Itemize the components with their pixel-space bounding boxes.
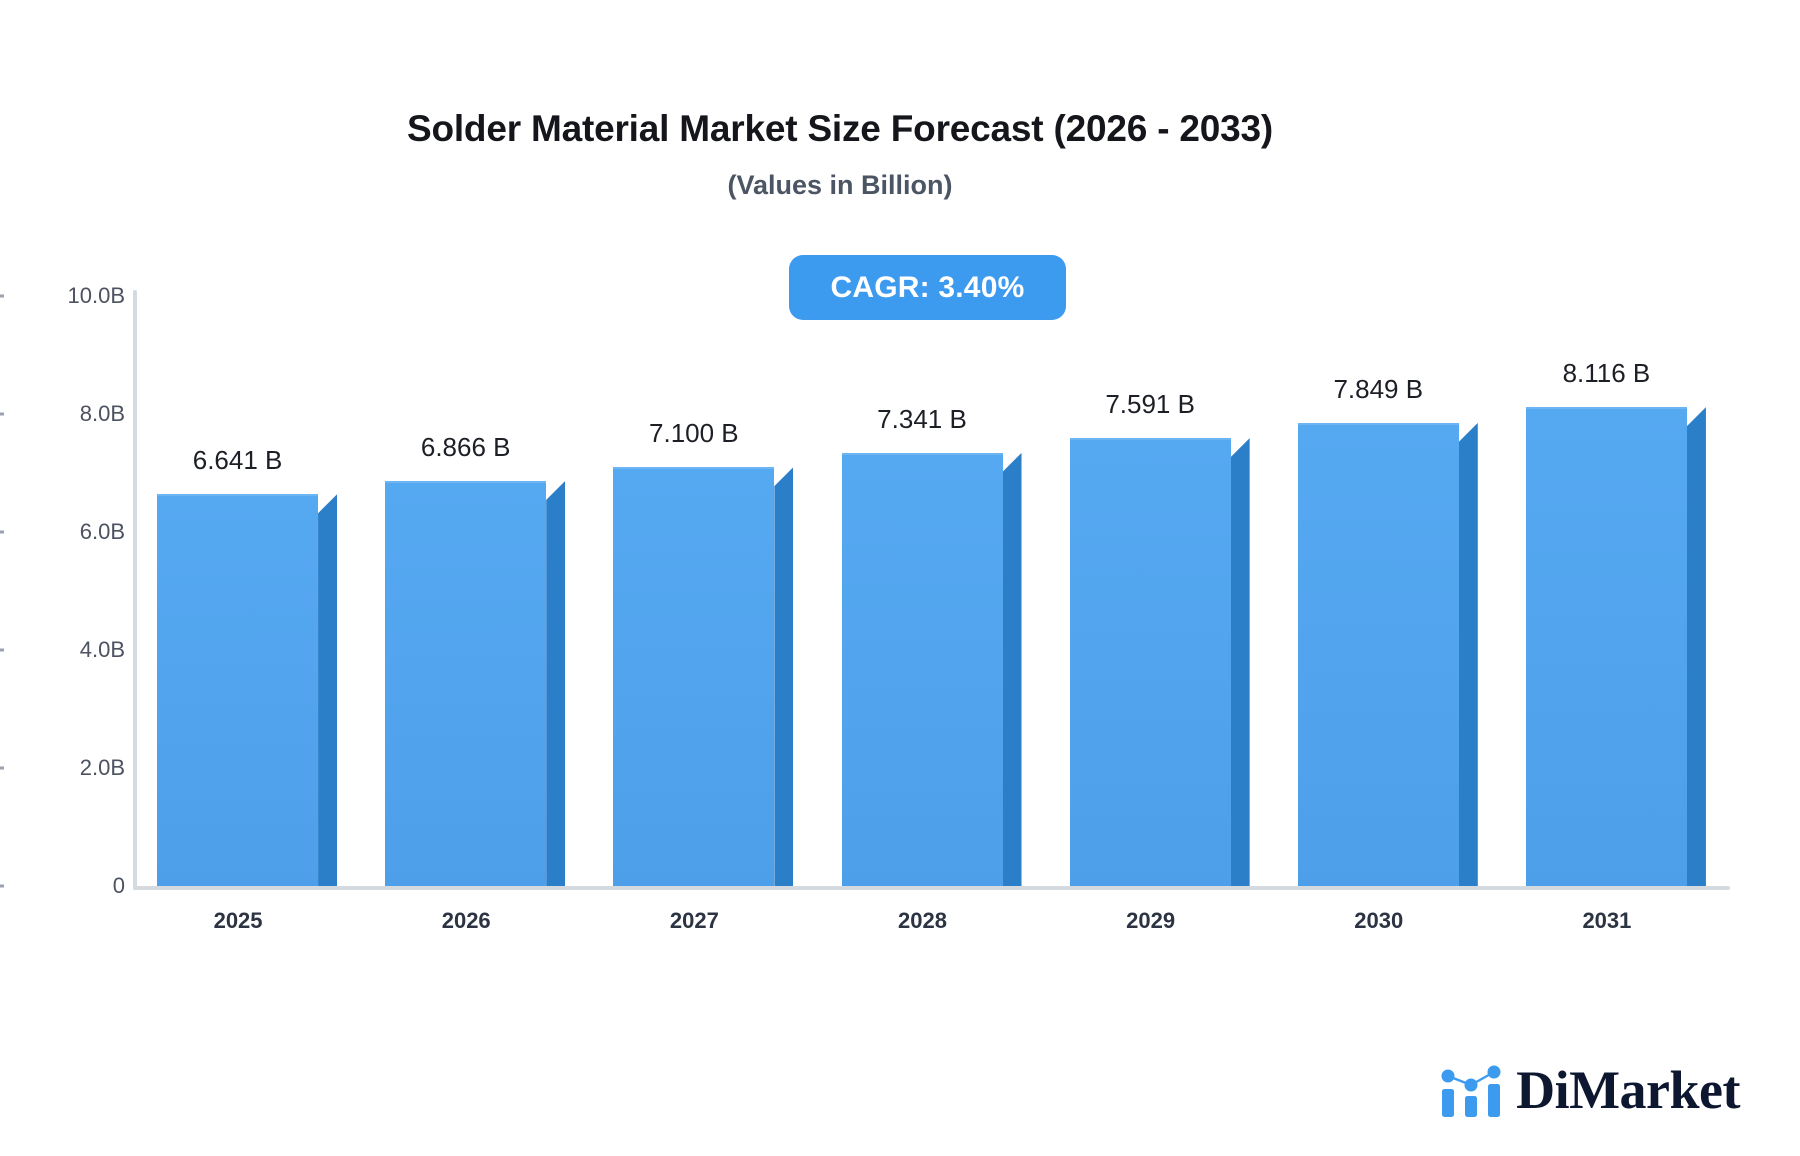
bar-side-face [1002,452,1022,886]
bar-column[interactable]: 7.591 B [1069,290,1250,886]
x-axis-tick-label: 2028 [898,908,947,933]
bar-column[interactable]: 7.849 B [1297,290,1478,886]
x-axis-tick-label: 2029 [1126,908,1176,933]
y-axis-tick-label: 8.0B [0,401,125,427]
bar-side-face [774,467,794,886]
y-axis-line [133,290,137,890]
bar-value-label: 7.341 B [877,403,967,434]
bar-front-face [1525,407,1687,886]
bar-front-face [841,452,1003,886]
y-axis-tick-label: 4.0B [0,637,125,663]
bar-front-face [157,494,319,886]
y-axis-tick-label: 2.0B [0,755,125,781]
bar[interactable] [613,467,794,886]
bar[interactable] [157,494,338,886]
bar-value-label: 7.591 B [1105,389,1195,420]
bar[interactable] [1525,407,1706,886]
y-axis-tick-mark [0,766,4,770]
bar-value-label: 7.100 B [649,418,739,449]
y-axis-tick-mark [0,294,4,298]
bar-value-label: 6.641 B [192,445,283,476]
bar-side-face [546,480,566,886]
bar-front-face [1297,422,1459,886]
bar-column[interactable]: 6.866 B [385,290,566,886]
bar-value-label: 6.866 B [420,431,511,462]
cagr-badge: CAGR: 3.40% [789,255,1066,320]
bar-front-face [1069,438,1231,886]
bar-column[interactable]: 8.116 B [1525,290,1706,886]
bar-front-face [385,480,547,886]
page-title: Solder Material Market Size Forecast (20… [406,108,1274,149]
x-axis-tick-label: 2025 [213,908,263,933]
y-axis-tick-label: 6.0B [0,519,125,545]
bar-value-label: 8.116 B [1562,358,1651,389]
bar[interactable] [1069,438,1250,886]
x-axis-line [133,886,1730,890]
plot-area: 6.641 B 6.866 B 7.100 B 7.341 B 7.591 B 7.849… [133,290,1730,890]
x-axis-tick-label: 2026 [441,908,491,933]
x-axis-tick-label: 2030 [1354,908,1404,933]
bar[interactable] [1297,422,1478,886]
bar-chart-icon [1441,1065,1501,1117]
y-axis-tick-mark [0,884,4,888]
dimarket-logo: DiMarket [1440,1062,1740,1118]
y-axis-tick-mark [0,530,4,534]
logo-text: DiMarket [1516,1060,1740,1120]
x-axis-tick-label: 2031 [1582,908,1632,933]
x-axis-tick-label: 2027 [669,908,719,933]
bar[interactable] [385,480,566,886]
y-axis-tick-mark [0,412,4,416]
cagr-badge-label: CAGR: 3.40% [830,270,1025,304]
y-axis-tick-mark [0,648,4,652]
bar-column[interactable]: 7.341 B [841,290,1022,886]
bar[interactable] [841,452,1022,886]
y-axis-tick-label: 0 [0,873,125,899]
bar-column[interactable]: 7.100 B [613,290,794,886]
bar-side-face [318,494,338,886]
bar-front-face [613,467,775,886]
bar-side-face [1230,438,1250,886]
page-subtitle: (Values in Billion) [727,170,953,200]
bar-value-label: 7.849 B [1333,373,1424,404]
y-axis-tick-label: 10.0B [0,283,125,309]
bar-side-face [1458,422,1478,886]
bar-side-face [1686,407,1706,886]
bar-column[interactable]: 6.641 B [157,290,338,886]
bar-series: 6.641 B 6.866 B 7.100 B 7.341 B 7.591 B 7.849… [133,290,1730,886]
